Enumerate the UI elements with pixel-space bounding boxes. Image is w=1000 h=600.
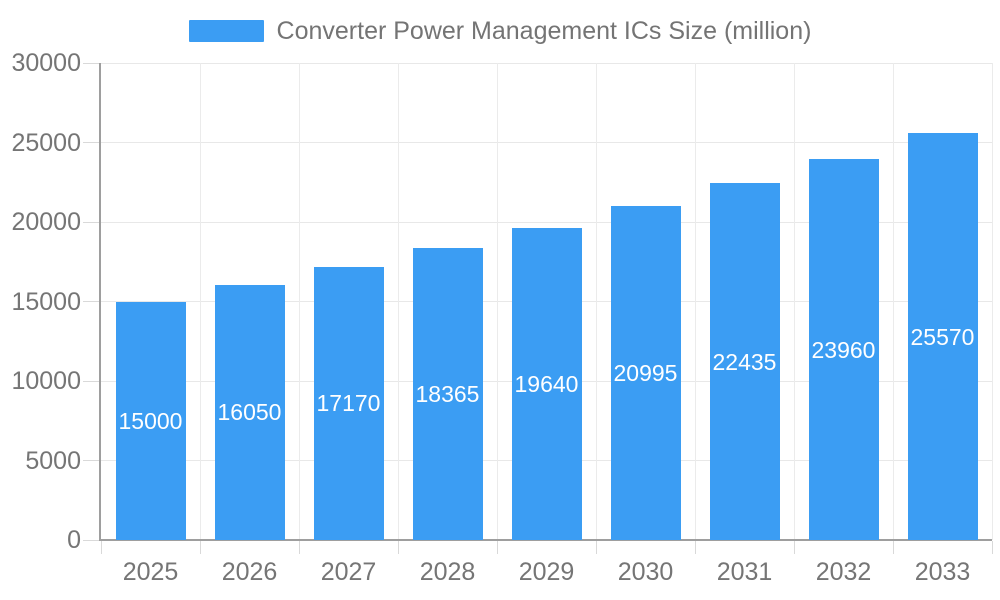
bar-value-label: 25570 xyxy=(910,323,975,350)
gridline-horizontal xyxy=(101,221,992,223)
gridline-vertical xyxy=(892,63,894,540)
bar[interactable] xyxy=(610,206,681,540)
bar[interactable] xyxy=(412,247,483,540)
gridline-vertical xyxy=(199,63,201,540)
gridline-vertical xyxy=(397,63,399,540)
x-axis-tick-label: 2030 xyxy=(617,558,674,586)
x-axis-tick-label: 2028 xyxy=(419,558,476,586)
bar-value-label: 20995 xyxy=(613,360,678,387)
y-axis-tick-label: 20000 xyxy=(11,208,81,236)
y-axis-tick-label: 15000 xyxy=(11,287,81,316)
legend-label: Converter Power Management ICs Size (mil… xyxy=(276,17,812,45)
gridline-vertical xyxy=(595,63,597,540)
x-axis-line xyxy=(99,539,992,541)
bar-value-label: 17170 xyxy=(316,390,381,417)
bar-value-label: 18365 xyxy=(415,380,480,407)
y-axis-tick xyxy=(83,380,100,382)
y-axis-tick-label: 25000 xyxy=(11,128,81,157)
y-axis-tick-label: 10000 xyxy=(11,367,81,395)
bar-value-label: 15000 xyxy=(118,407,183,434)
y-axis-tick xyxy=(83,301,100,302)
gridline-vertical xyxy=(694,63,696,540)
x-axis-tick xyxy=(397,541,399,554)
gridline-horizontal xyxy=(101,142,992,143)
x-axis-tick xyxy=(793,541,795,554)
bar-value-label: 19640 xyxy=(514,370,579,397)
bar[interactable] xyxy=(115,301,186,540)
bar[interactable] xyxy=(808,159,879,540)
legend-swatch xyxy=(188,20,264,42)
bar[interactable] xyxy=(907,133,978,540)
y-axis-tick xyxy=(83,460,100,461)
x-axis-tick xyxy=(496,541,498,554)
x-axis-tick-label: 2027 xyxy=(320,558,377,586)
bar-value-label: 16050 xyxy=(217,399,282,426)
y-axis-tick xyxy=(83,539,100,541)
y-axis-tick-label: 30000 xyxy=(11,49,81,77)
bar-value-label: 22435 xyxy=(712,348,777,375)
bar-value-label: 23960 xyxy=(811,336,876,363)
gridline-vertical xyxy=(496,63,498,540)
bar[interactable] xyxy=(709,183,780,540)
gridline-vertical xyxy=(991,63,993,540)
bar[interactable] xyxy=(511,227,582,540)
x-axis-tick-label: 2029 xyxy=(518,558,575,586)
x-axis-tick-label: 2026 xyxy=(221,558,278,586)
bar[interactable] xyxy=(214,284,285,540)
x-axis-tick xyxy=(298,541,300,554)
x-axis-tick-label: 2031 xyxy=(716,558,773,586)
gridline-vertical xyxy=(298,63,300,540)
x-axis-tick xyxy=(100,541,102,554)
bar[interactable] xyxy=(313,266,384,540)
gridline-horizontal xyxy=(101,62,992,64)
y-axis-tick-label: 0 xyxy=(67,526,81,554)
x-axis-tick xyxy=(199,541,201,554)
legend-item[interactable]: Converter Power Management ICs Size (mil… xyxy=(0,14,1000,48)
y-axis-tick xyxy=(83,62,100,64)
gridline-vertical xyxy=(793,63,795,540)
x-axis-tick xyxy=(892,541,894,554)
x-axis-tick-label: 2032 xyxy=(815,558,872,586)
x-axis-tick xyxy=(694,541,696,554)
x-axis-tick xyxy=(595,541,597,554)
x-axis-tick xyxy=(991,541,993,554)
y-axis-tick-label: 5000 xyxy=(25,446,81,475)
y-axis-line xyxy=(99,63,101,540)
y-axis-tick xyxy=(83,221,100,223)
y-axis-tick xyxy=(83,142,100,143)
x-axis-tick-label: 2033 xyxy=(914,558,971,586)
x-axis-tick-label: 2025 xyxy=(122,558,179,586)
